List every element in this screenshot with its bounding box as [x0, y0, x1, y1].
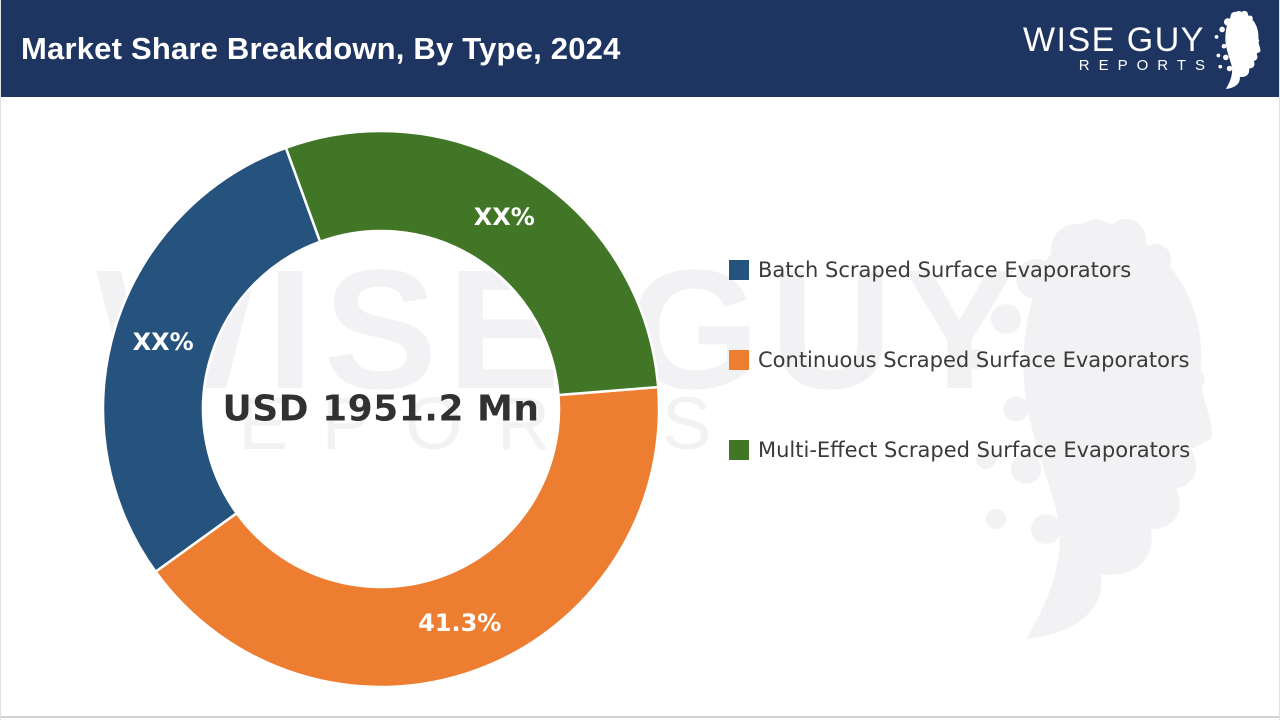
- chart-area: WISE GUY REPORTS XX% 41.3% XX% USD 1951.2 …: [1, 97, 1279, 720]
- legend-item-multi-effect: Multi-Effect Scraped Surface Evaporators: [729, 437, 1190, 463]
- legend-label: Multi-Effect Scraped Surface Evaporators: [758, 438, 1191, 462]
- slice-pct-label: XX%: [133, 328, 194, 356]
- header-bar: Market Share Breakdown, By Type, 2024 WI…: [1, 0, 1279, 97]
- legend-label: Continuous Scraped Surface Evaporators: [758, 348, 1190, 372]
- logo-subtitle: REPORTS: [1078, 56, 1214, 74]
- donut-slice: [153, 385, 661, 689]
- legend-swatch-multi-effect: [729, 440, 749, 460]
- donut-slice: [101, 146, 322, 574]
- donut-center-value: USD 1951.2 Mn: [222, 388, 540, 430]
- slice-pct-label: XX%: [474, 203, 535, 231]
- logo-wordmark: WISE GUY: [1022, 20, 1205, 59]
- legend-swatch-continuous: [729, 350, 749, 370]
- legend-label: Batch Scraped Surface Evaporators: [758, 258, 1132, 282]
- page-title: Market Share Breakdown, By Type, 2024: [21, 30, 621, 66]
- donut-chart: XX% 41.3% XX%: [101, 129, 661, 689]
- logo-text: WISE GUY REPORTS: [1023, 23, 1205, 75]
- legend-item-batch: Batch Scraped Surface Evaporators: [729, 257, 1131, 283]
- bottom-divider: [1, 716, 1279, 718]
- slice-pct-label: 41.3%: [418, 609, 501, 637]
- logo-face-icon: [1214, 10, 1261, 89]
- wise-guy-logo: WISE GUY REPORTS: [1023, 9, 1279, 89]
- legend-item-continuous: Continuous Scraped Surface Evaporators: [729, 347, 1190, 373]
- legend-swatch-batch: [729, 260, 749, 280]
- donut-slice: [284, 129, 660, 397]
- watermark-face-icon: [966, 219, 1212, 639]
